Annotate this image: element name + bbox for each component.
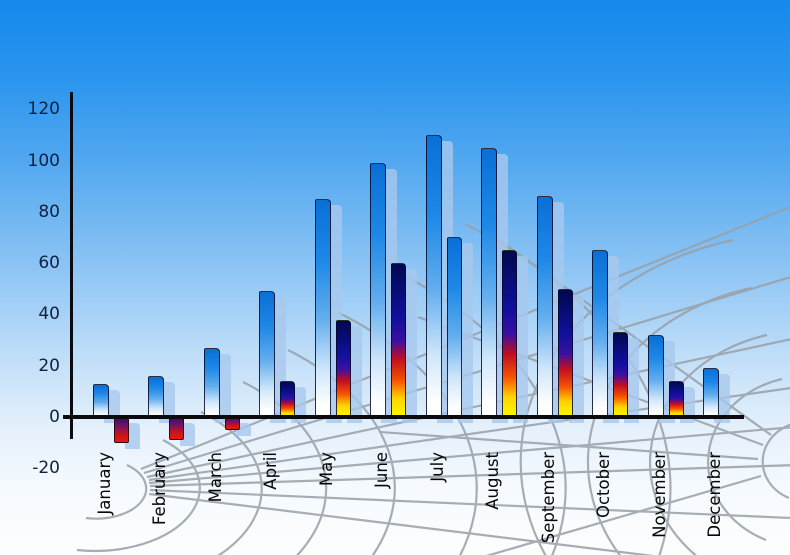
month-label-november: November	[650, 452, 669, 538]
bar-august-primary	[481, 148, 497, 417]
bar-september-primary	[537, 196, 553, 417]
month-label-december: December	[705, 452, 724, 538]
bar-april-secondary	[280, 381, 295, 417]
y-tick-label--20: -20	[32, 458, 60, 478]
bar-november-primary	[648, 335, 664, 417]
bar-march-secondary	[225, 417, 240, 430]
bar-february-secondary	[169, 417, 184, 440]
y-tick-label-0: 0	[49, 407, 60, 427]
y-tick-label-20: 20	[38, 356, 60, 376]
bar-july-secondary	[447, 237, 462, 417]
bar-november-secondary	[669, 381, 684, 417]
month-label-september: September	[539, 452, 558, 544]
month-label-june: June	[372, 452, 391, 488]
bar-may-secondary	[336, 320, 351, 417]
y-tick-label-40: 40	[38, 304, 60, 324]
bar-october-secondary	[613, 332, 628, 417]
y-tick-label-80: 80	[38, 202, 60, 222]
month-label-october: October	[594, 452, 613, 519]
bar-april-primary	[259, 291, 275, 417]
month-label-july: July	[428, 452, 447, 482]
month-label-april: April	[261, 452, 280, 490]
month-label-february: February	[150, 452, 169, 526]
y-tick-label-100: 100	[27, 151, 60, 171]
bar-october-primary	[592, 250, 608, 417]
bar-may-primary	[315, 199, 331, 417]
bar-december-primary	[703, 368, 719, 417]
month-label-august: August	[483, 452, 502, 510]
bar-january-secondary	[114, 417, 129, 443]
bar-january-primary	[93, 384, 109, 417]
zero-baseline	[63, 415, 744, 419]
month-label-january: January	[95, 452, 114, 515]
bar-june-primary	[370, 163, 386, 417]
bar-march-primary	[204, 348, 220, 417]
y-tick-label-60: 60	[38, 253, 60, 273]
y-tick-label-120: 120	[27, 99, 60, 119]
month-label-march: March	[206, 452, 225, 503]
bar-june-secondary	[391, 263, 406, 417]
bar-september-secondary	[558, 289, 573, 417]
bar-august-secondary	[502, 250, 517, 417]
y-axis-line	[70, 92, 73, 439]
month-label-may: May	[317, 452, 336, 487]
bar-february-primary	[148, 376, 164, 417]
bar-july-primary	[426, 135, 442, 417]
